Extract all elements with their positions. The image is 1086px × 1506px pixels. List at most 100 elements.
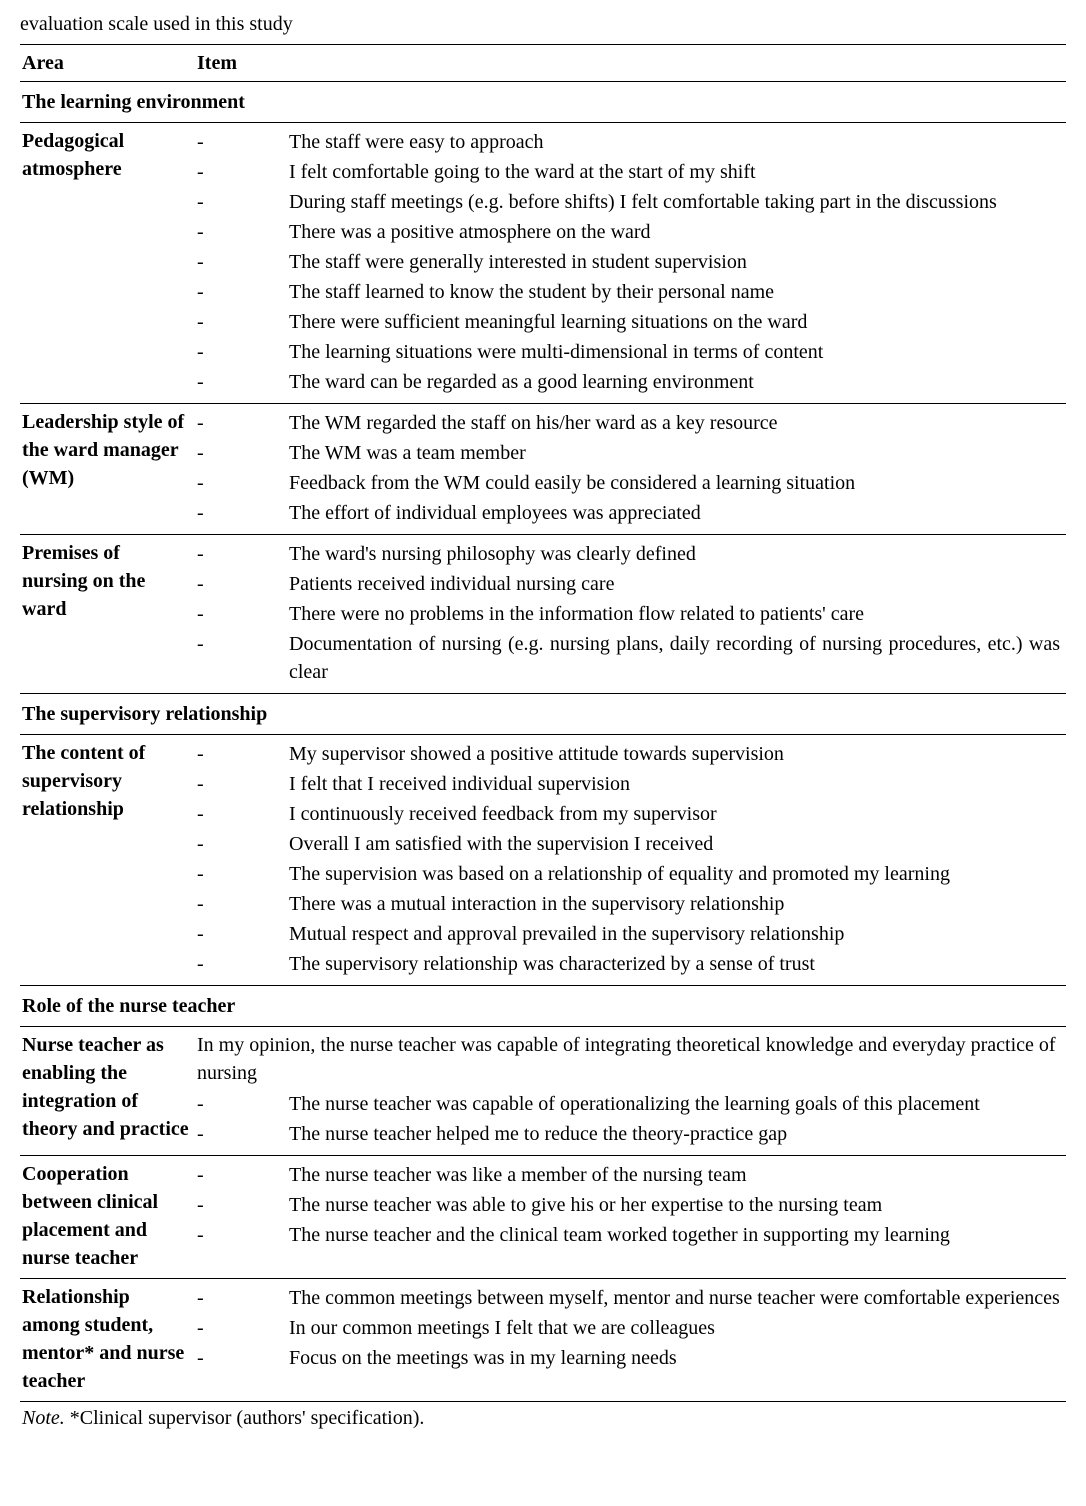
item-row: -The nurse teacher was able to give his … — [197, 1190, 1064, 1220]
item-row: -The nurse teacher and the clinical team… — [197, 1220, 1064, 1250]
bullet-dash: - — [197, 469, 289, 497]
item-text: The staff learned to know the student by… — [289, 278, 1064, 306]
item-text: Focus on the meetings was in my learning… — [289, 1344, 1064, 1372]
area-block: Pedagogical atmosphere-The staff were ea… — [20, 123, 1066, 404]
scale-table: Area Item The learning environment Pedago… — [20, 44, 1066, 1402]
item-text: The nurse teacher helped me to reduce th… — [289, 1120, 1064, 1148]
bullet-dash: - — [197, 950, 289, 978]
bullet-dash: - — [197, 570, 289, 598]
item-row: -The supervisory relationship was charac… — [197, 949, 1064, 979]
partial-header-text: evaluation scale used in this study — [20, 10, 1066, 38]
bullet-dash: - — [197, 409, 289, 437]
col-header-item: Item — [197, 49, 237, 77]
item-text: The ward's nursing philosophy was clearl… — [289, 540, 1064, 568]
section-header: Role of the nurse teacher — [20, 986, 1066, 1027]
item-row: -Overall I am satisfied with the supervi… — [197, 829, 1064, 859]
item-row: -Documentation of nursing (e.g. nursing … — [197, 629, 1064, 687]
footnote-text: *Clinical supervisor (authors' specifica… — [65, 1407, 425, 1429]
item-text: In our common meetings I felt that we ar… — [289, 1314, 1064, 1342]
bullet-dash: - — [197, 1284, 289, 1312]
bullet-dash: - — [197, 1090, 289, 1118]
item-row: -The staff were easy to approach — [197, 127, 1064, 157]
item-text: Documentation of nursing (e.g. nursing p… — [289, 630, 1064, 686]
item-row: -In our common meetings I felt that we a… — [197, 1313, 1064, 1343]
section-header: The supervisory relationship — [20, 694, 1066, 735]
area-label: Pedagogical atmosphere — [22, 127, 197, 397]
item-text: The nurse teacher was able to give his o… — [289, 1191, 1064, 1219]
item-row: -The WM regarded the staff on his/her wa… — [197, 408, 1064, 438]
area-label: The content of supervisory relationship — [22, 739, 197, 979]
item-row: -There was a mutual interaction in the s… — [197, 889, 1064, 919]
bullet-dash: - — [197, 600, 289, 628]
area-label: Relationship among student, mentor* and … — [22, 1283, 197, 1395]
section-title: Role of the nurse teacher — [22, 992, 1064, 1020]
area-lead-text: In my opinion, the nurse teacher was cap… — [197, 1031, 1064, 1087]
item-row: -The WM was a team member — [197, 438, 1064, 468]
item-text: Mutual respect and approval prevailed in… — [289, 920, 1064, 948]
item-text: There was a mutual interaction in the su… — [289, 890, 1064, 918]
item-text: I felt that I received individual superv… — [289, 770, 1064, 798]
bullet-dash: - — [197, 830, 289, 858]
item-text: The common meetings between myself, ment… — [289, 1284, 1064, 1312]
table-header-row: Area Item — [20, 44, 1066, 82]
item-row: -The nurse teacher was capable of operat… — [197, 1089, 1064, 1119]
item-text: Feedback from the WM could easily be con… — [289, 469, 1064, 497]
bullet-dash: - — [197, 248, 289, 276]
item-row: -The learning situations were multi-dime… — [197, 337, 1064, 367]
items-column: -The common meetings between myself, men… — [197, 1283, 1064, 1395]
bullet-dash: - — [197, 1344, 289, 1372]
area-block: Leadership style of the ward manager (WM… — [20, 404, 1066, 535]
section-title: The supervisory relationship — [22, 700, 1064, 728]
item-row: -The staff were generally interested in … — [197, 247, 1064, 277]
bullet-dash: - — [197, 1161, 289, 1189]
footnote-prefix: Note. — [22, 1407, 65, 1429]
items-column: -The staff were easy to approach-I felt … — [197, 127, 1064, 397]
item-row: -The ward's nursing philosophy was clear… — [197, 539, 1064, 569]
item-row: -During staff meetings (e.g. before shif… — [197, 187, 1064, 217]
item-text: The supervision was based on a relations… — [289, 860, 1064, 888]
section-title: The learning environment — [22, 88, 1064, 116]
bullet-dash: - — [197, 308, 289, 336]
item-text: The WM regarded the staff on his/her war… — [289, 409, 1064, 437]
item-text: The nurse teacher was like a member of t… — [289, 1161, 1064, 1189]
items-column: -The WM regarded the staff on his/her wa… — [197, 408, 1064, 528]
bullet-dash: - — [197, 439, 289, 467]
bullet-dash: - — [197, 218, 289, 246]
area-block: Relationship among student, mentor* and … — [20, 1279, 1066, 1402]
bullet-dash: - — [197, 890, 289, 918]
item-row: -My supervisor showed a positive attitud… — [197, 739, 1064, 769]
item-row: -The staff learned to know the student b… — [197, 277, 1064, 307]
item-row: -Focus on the meetings was in my learnin… — [197, 1343, 1064, 1373]
bullet-dash: - — [197, 770, 289, 798]
item-row: -I continuously received feedback from m… — [197, 799, 1064, 829]
col-header-area: Area — [22, 49, 197, 77]
bullet-dash: - — [197, 860, 289, 888]
items-column: -My supervisor showed a positive attitud… — [197, 739, 1064, 979]
bullet-dash: - — [197, 800, 289, 828]
item-row: -The nurse teacher helped me to reduce t… — [197, 1119, 1064, 1149]
item-text: During staff meetings (e.g. before shift… — [289, 188, 1064, 216]
bullet-dash: - — [197, 630, 289, 686]
item-row: -Feedback from the WM could easily be co… — [197, 468, 1064, 498]
item-text: The nurse teacher was capable of operati… — [289, 1090, 1064, 1118]
area-label: Nurse teacher as enabling the integratio… — [22, 1031, 197, 1149]
bullet-dash: - — [197, 368, 289, 396]
item-row: -The nurse teacher was like a member of … — [197, 1160, 1064, 1190]
item-text: The WM was a team member — [289, 439, 1064, 467]
bullet-dash: - — [197, 158, 289, 186]
item-text: There were sufficient meaningful learnin… — [289, 308, 1064, 336]
area-block: Nurse teacher as enabling the integratio… — [20, 1027, 1066, 1156]
area-block: Cooperation between clinical placement a… — [20, 1156, 1066, 1279]
items-column: In my opinion, the nurse teacher was cap… — [197, 1031, 1064, 1149]
area-label: Premises of nursing on the ward — [22, 539, 197, 687]
area-block: The content of supervisory relationship-… — [20, 735, 1066, 986]
items-column: -The ward's nursing philosophy was clear… — [197, 539, 1064, 687]
item-text: There were no problems in the informatio… — [289, 600, 1064, 628]
bullet-dash: - — [197, 128, 289, 156]
item-text: The staff were generally interested in s… — [289, 248, 1064, 276]
bullet-dash: - — [197, 338, 289, 366]
bullet-dash: - — [197, 920, 289, 948]
item-row: -Mutual respect and approval prevailed i… — [197, 919, 1064, 949]
area-label: Leadership style of the ward manager (WM… — [22, 408, 197, 528]
bullet-dash: - — [197, 188, 289, 216]
